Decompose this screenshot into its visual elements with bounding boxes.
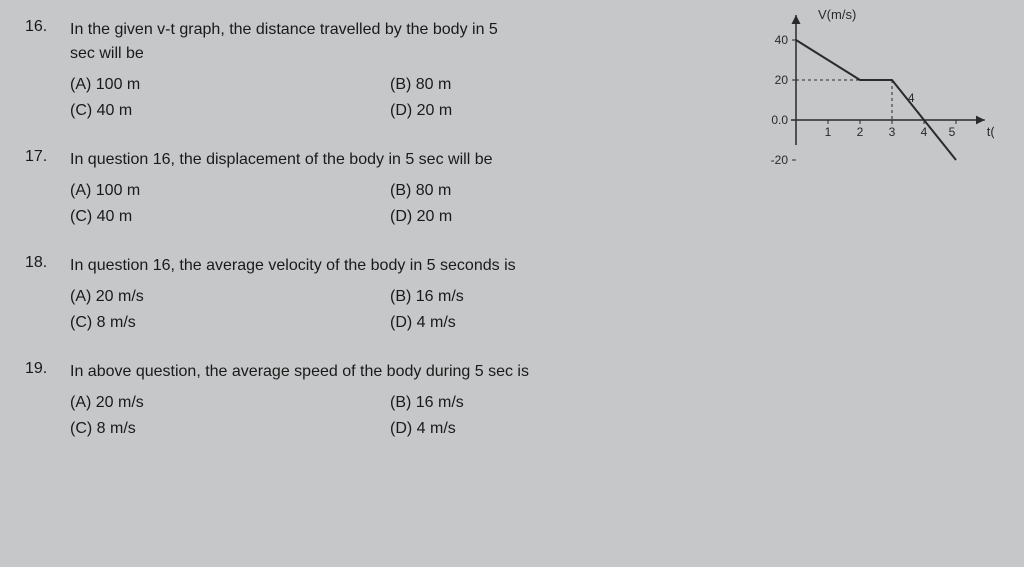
option-d: (D) 4 m/s	[390, 314, 710, 332]
svg-text:-20: -20	[771, 153, 789, 165]
svg-text:0.0: 0.0	[771, 113, 788, 127]
option-a: (A) 100 m	[70, 76, 390, 94]
question-content: In above question, the average speed of …	[70, 360, 999, 438]
options-grid: (A) 20 m/s (B) 16 m/s (C) 8 m/s (D) 4 m/…	[70, 288, 710, 332]
option-a: (A) 20 m/s	[70, 288, 390, 306]
option-d: (D) 4 m/s	[390, 420, 710, 438]
text-line2: sec will be	[70, 45, 144, 62]
graph-svg: 40 20 0.0 -20 1 2 3 4 5 4 V(m/s) t(s)	[754, 5, 994, 165]
vt-graph: 40 20 0.0 -20 1 2 3 4 5 4 V(m/s) t(s)	[754, 5, 994, 165]
option-a: (A) 20 m/s	[70, 394, 390, 412]
question-text: In question 16, the average velocity of …	[70, 254, 999, 278]
svg-text:4: 4	[908, 91, 915, 105]
svg-text:2: 2	[857, 125, 864, 139]
svg-text:1: 1	[825, 125, 832, 139]
option-c: (C) 8 m/s	[70, 314, 390, 332]
question-19: 19. In above question, the average speed…	[25, 360, 999, 438]
question-number: 19.	[25, 360, 70, 438]
question-text: In above question, the average speed of …	[70, 360, 999, 384]
option-d: (D) 20 m	[390, 208, 710, 226]
svg-text:5: 5	[949, 125, 956, 139]
question-number: 18.	[25, 254, 70, 332]
question-content: In question 16, the average velocity of …	[70, 254, 999, 332]
question-number: 16.	[25, 18, 70, 120]
option-c: (C) 40 m	[70, 208, 390, 226]
option-c: (C) 40 m	[70, 102, 390, 120]
options-grid: (A) 100 m (B) 80 m (C) 40 m (D) 20 m	[70, 76, 710, 120]
option-d: (D) 20 m	[390, 102, 710, 120]
text-line1: In the given v-t graph, the distance tra…	[70, 21, 498, 38]
svg-text:20: 20	[775, 73, 789, 87]
option-b: (B) 16 m/s	[390, 288, 710, 306]
svg-text:t(s): t(s)	[987, 124, 994, 139]
svg-text:3: 3	[889, 125, 896, 139]
question-text: In the given v-t graph, the distance tra…	[70, 18, 670, 66]
option-a: (A) 100 m	[70, 182, 390, 200]
svg-text:4: 4	[921, 125, 928, 139]
option-b: (B) 16 m/s	[390, 394, 710, 412]
options-grid: (A) 20 m/s (B) 16 m/s (C) 8 m/s (D) 4 m/…	[70, 394, 710, 438]
options-grid: (A) 100 m (B) 80 m (C) 40 m (D) 20 m	[70, 182, 710, 226]
svg-text:V(m/s): V(m/s)	[818, 7, 856, 22]
option-c: (C) 8 m/s	[70, 420, 390, 438]
question-18: 18. In question 16, the average velocity…	[25, 254, 999, 332]
svg-text:40: 40	[775, 33, 789, 47]
option-b: (B) 80 m	[390, 182, 710, 200]
option-b: (B) 80 m	[390, 76, 710, 94]
question-number: 17.	[25, 148, 70, 226]
